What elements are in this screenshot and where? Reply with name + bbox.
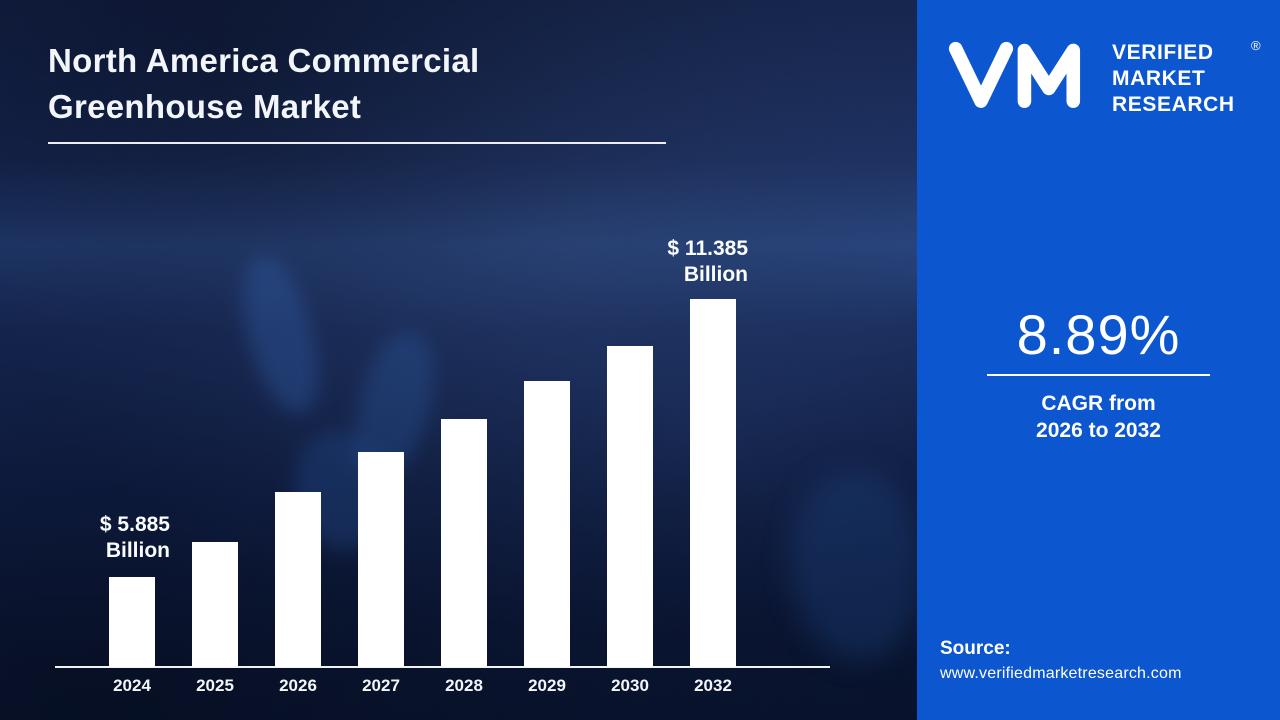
x-tick-label: 2032 [694,676,732,695]
bar-2026 [275,492,321,667]
bar-2029 [524,381,570,667]
x-tick-label: 2030 [611,676,649,695]
bar-2024 [109,577,155,667]
x-tick-label: 2027 [362,676,400,695]
last-bar-value-label: $ 11.385 Billion [638,236,748,289]
x-tick-label: 2029 [528,676,566,695]
bar-2027 [358,452,404,667]
vmr-logo-icon [948,41,1081,108]
cagr-value: 8.89% [1016,303,1181,366]
bar-2025 [192,542,238,667]
x-tick-label: 2024 [113,676,151,695]
cagr-caption-line1: CAGR from [1041,392,1156,415]
page-title: North America Commercial Greenhouse Mark… [48,38,688,130]
last-bar-unit: Billion [683,263,748,287]
bar-2030 [607,346,653,667]
x-tick-label: 2025 [196,676,234,695]
x-tick-label: 2028 [445,676,483,695]
leaf-shape [224,249,336,421]
source-url: www.verifiedmarketresearch.com [940,665,1182,682]
registered-trademark-icon: ® [1251,38,1261,53]
x-axis-line [55,666,830,668]
last-bar-amount: $ 11.385 [667,237,748,260]
source-label: Source: [940,638,1011,659]
side-panel [917,0,1280,720]
brand-line-verified: VERIFIED [1112,41,1214,64]
leaf-shape [790,470,920,660]
bar-2032 [690,299,736,667]
bar-2028 [441,419,487,667]
title-underline [48,142,666,144]
cagr-caption-line2: 2026 to 2032 [1036,419,1161,443]
cagr-caption: CAGR from 2026 to 2032 [917,390,1280,445]
x-tick-label: 2026 [279,676,317,695]
brand-name: VERIFIED MARKET RESEARCH [1112,40,1235,118]
brand-line-market: MARKET [1112,67,1206,91]
first-bar-value-label: $ 5.885 Billion [58,512,170,565]
page-title-line1: North America Commercial [48,42,480,79]
page-title-line2: Greenhouse Market [48,88,362,126]
first-bar-unit: Billion [105,539,170,563]
first-bar-amount: $ 5.885 [99,513,170,536]
brand-line-research: RESEARCH [1112,93,1235,117]
cagr-underline [987,374,1210,376]
